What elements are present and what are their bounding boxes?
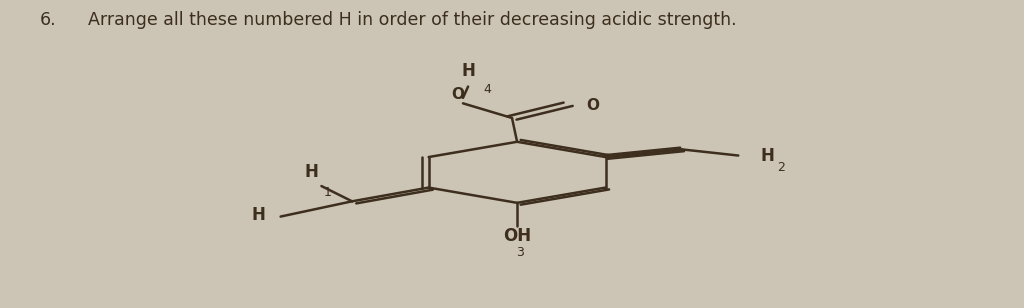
Text: 6.: 6.	[40, 10, 56, 29]
Text: O: O	[587, 98, 599, 113]
Text: H: H	[461, 63, 475, 80]
Text: 2: 2	[777, 161, 785, 174]
Text: 4: 4	[483, 83, 492, 96]
Text: O: O	[452, 87, 464, 102]
Text: OH: OH	[503, 227, 531, 245]
Text: H: H	[251, 206, 265, 224]
Text: H: H	[761, 147, 774, 164]
Text: H: H	[304, 164, 318, 181]
Text: 1: 1	[324, 186, 332, 199]
Text: 3: 3	[516, 246, 524, 259]
Text: Arrange all these numbered H in order of their decreasing acidic strength.: Arrange all these numbered H in order of…	[88, 10, 737, 29]
